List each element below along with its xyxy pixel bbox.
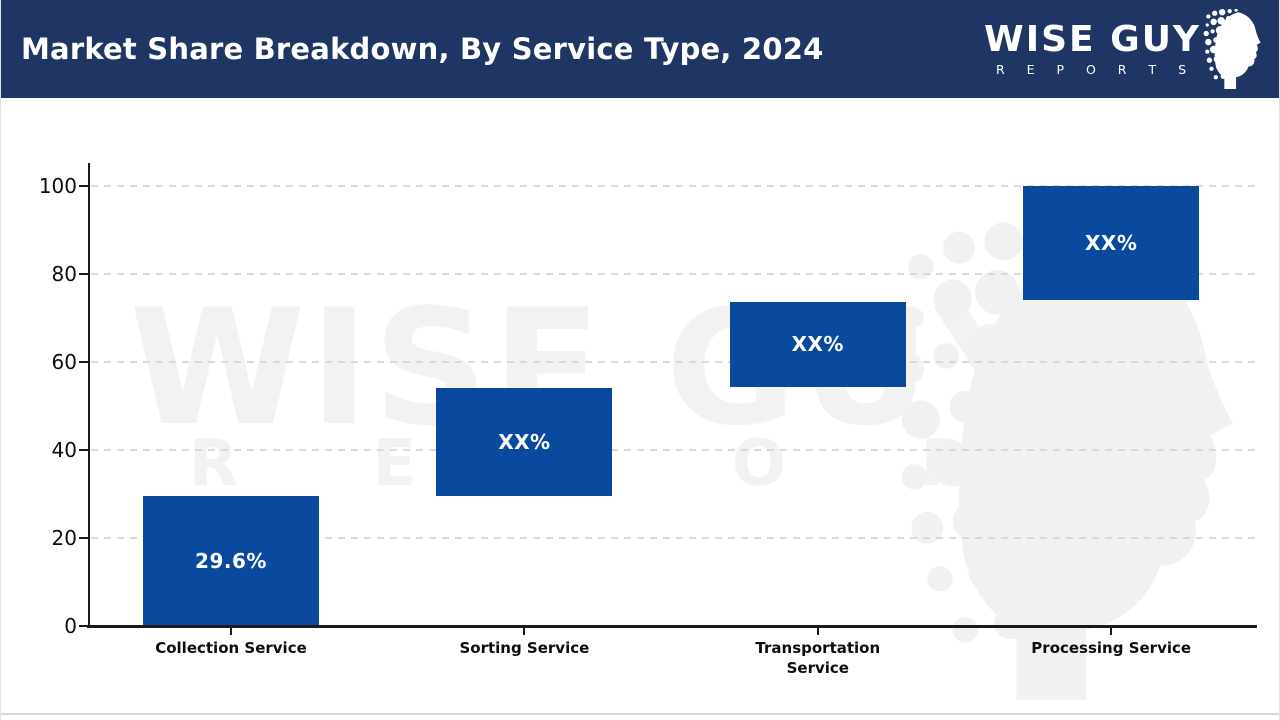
- x-tick-mark: [523, 626, 526, 635]
- brand-logo: WISE GUY R E P O R T S: [984, 9, 1267, 89]
- gridline: [91, 361, 1259, 363]
- bar-sorting-service: [436, 388, 613, 496]
- bar-processing-service: [1023, 186, 1200, 301]
- x-category-label: Collection Service: [155, 639, 307, 657]
- bar-collection-service: [143, 495, 319, 626]
- x-tick-mark: [1110, 626, 1113, 635]
- y-tick-label: 60: [51, 350, 77, 374]
- y-tick-label: 100: [38, 174, 77, 198]
- brand-name: WISE GUY: [983, 18, 1201, 60]
- gridline: [91, 537, 1259, 539]
- gridline: [91, 273, 1259, 275]
- y-tick-label: 40: [51, 438, 77, 462]
- brand-wordmark: WISE GUY R E P O R T S: [983, 18, 1201, 77]
- bar-value-label: XX%: [791, 332, 844, 357]
- brand-head-icon: [1203, 9, 1267, 89]
- y-tick-label: 20: [51, 526, 77, 550]
- bar-value-label: XX%: [498, 430, 551, 455]
- bottom-divider: [1, 713, 1279, 715]
- bar-transportation-service: [729, 301, 906, 388]
- x-axis-line: [87, 625, 1257, 628]
- page-title: Market Share Breakdown, By Service Type,…: [21, 32, 824, 66]
- brand-subtitle: R E P O R T S: [995, 61, 1196, 77]
- x-category-label: Sorting Service: [459, 639, 590, 657]
- y-tick-label: 80: [51, 262, 77, 286]
- y-tick-label: 0: [64, 614, 77, 638]
- bar-value-label: XX%: [1084, 231, 1138, 256]
- x-category-label: Transportation Service: [755, 639, 881, 677]
- y-tick-mark: [79, 449, 89, 451]
- bar-value-label: 29.6%: [195, 548, 267, 573]
- gridline: [91, 185, 1259, 187]
- gridline: [91, 449, 1259, 451]
- x-category-label: Processing Service: [1031, 639, 1192, 657]
- x-tick-mark: [230, 626, 232, 635]
- x-tick-mark: [816, 626, 819, 635]
- y-tick-mark: [79, 185, 89, 187]
- y-tick-mark: [79, 361, 89, 363]
- y-axis-line: [88, 163, 90, 628]
- y-tick-mark: [79, 625, 89, 627]
- y-tick-mark: [79, 273, 89, 275]
- y-tick-mark: [79, 537, 89, 539]
- header: Market Share Breakdown, By Service Type,…: [1, 0, 1279, 98]
